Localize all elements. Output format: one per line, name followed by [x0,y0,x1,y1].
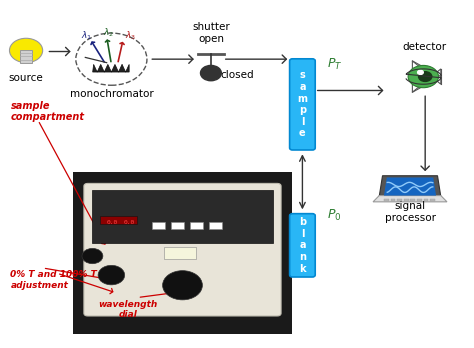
Bar [100,215,137,224]
Circle shape [408,65,438,88]
Text: source: source [9,73,44,83]
Polygon shape [92,64,129,72]
Text: $\lambda_3$: $\lambda_3$ [125,29,136,42]
Circle shape [9,38,43,63]
Bar [92,190,273,243]
Bar [209,222,222,229]
Polygon shape [373,196,447,202]
Text: $P_T$: $P_T$ [327,57,342,72]
Bar [190,222,203,229]
Bar [152,222,165,229]
Text: wavelength
dial: wavelength dial [99,300,157,319]
Polygon shape [384,177,436,196]
Bar [164,247,196,259]
Circle shape [418,70,423,74]
Bar [384,199,389,201]
Bar [397,199,402,201]
Text: closed: closed [220,70,254,80]
Text: shutter
open: shutter open [192,22,230,44]
Circle shape [201,65,221,81]
Circle shape [98,265,125,285]
FancyBboxPatch shape [290,59,315,150]
Text: $\lambda_2$: $\lambda_2$ [103,27,115,39]
Polygon shape [379,176,441,197]
Circle shape [163,271,202,300]
FancyBboxPatch shape [290,214,315,277]
Text: $P_0$: $P_0$ [327,208,341,223]
Text: s
a
m
p
l
e: s a m p l e [297,70,308,139]
Text: b
l
a
n
k: b l a n k [299,217,306,274]
Text: sample
compartment: sample compartment [10,101,84,122]
Text: 0.0: 0.0 [107,220,118,225]
Text: 0.0: 0.0 [123,220,135,225]
Circle shape [82,248,103,264]
Bar [171,222,184,229]
Bar [73,172,292,334]
Bar [391,199,395,201]
Bar [410,199,415,201]
Text: monochromator: monochromator [70,89,153,99]
Bar [404,199,409,201]
Bar [20,50,32,63]
Text: detector: detector [402,42,447,52]
Bar [417,199,422,201]
Polygon shape [412,61,441,92]
Circle shape [419,72,432,81]
FancyBboxPatch shape [84,183,281,316]
Bar [424,199,428,201]
Text: $\lambda_1$: $\lambda_1$ [81,30,92,42]
Text: 0% T and 100% T
adjustment: 0% T and 100% T adjustment [10,270,97,290]
Bar [430,199,435,201]
Text: signal
processor: signal processor [384,201,436,223]
